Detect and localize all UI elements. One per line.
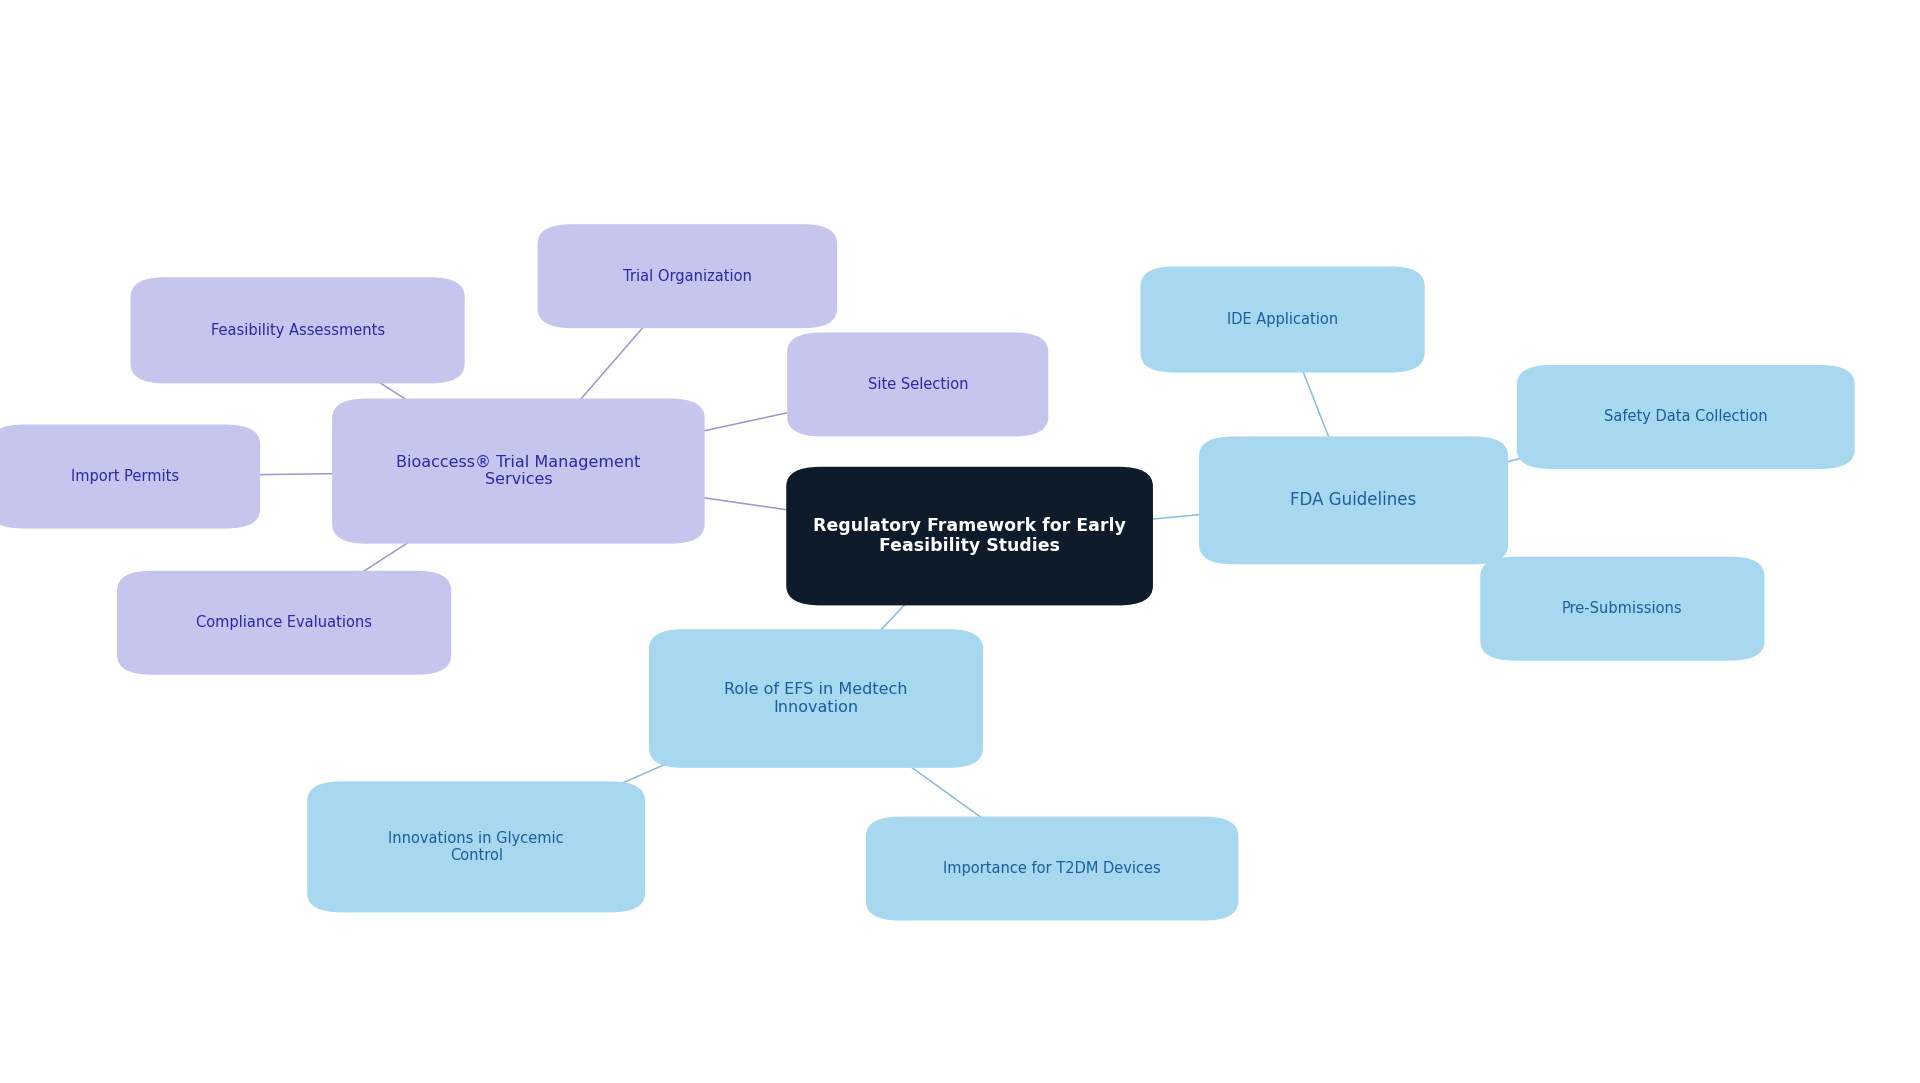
Text: Trial Organization: Trial Organization (622, 269, 753, 284)
Text: Safety Data Collection: Safety Data Collection (1603, 409, 1768, 425)
FancyBboxPatch shape (787, 332, 1048, 436)
Text: Import Permits: Import Permits (71, 469, 179, 484)
Text: Compliance Evaluations: Compliance Evaluations (196, 615, 372, 630)
Text: IDE Application: IDE Application (1227, 312, 1338, 327)
FancyBboxPatch shape (866, 817, 1238, 921)
FancyBboxPatch shape (1480, 557, 1764, 661)
Text: Importance for T2DM Devices: Importance for T2DM Devices (943, 861, 1162, 876)
FancyBboxPatch shape (0, 425, 259, 529)
FancyBboxPatch shape (131, 277, 465, 383)
FancyBboxPatch shape (117, 571, 451, 675)
Text: Bioaccess® Trial Management
Services: Bioaccess® Trial Management Services (396, 455, 641, 487)
Text: Role of EFS in Medtech
Innovation: Role of EFS in Medtech Innovation (724, 682, 908, 715)
Text: Pre-Submissions: Pre-Submissions (1563, 601, 1682, 616)
FancyBboxPatch shape (332, 399, 705, 544)
Text: Feasibility Assessments: Feasibility Assessments (211, 323, 384, 338)
FancyBboxPatch shape (1140, 266, 1425, 373)
FancyBboxPatch shape (307, 782, 645, 912)
Text: Site Selection: Site Selection (868, 377, 968, 392)
FancyBboxPatch shape (787, 467, 1152, 605)
FancyBboxPatch shape (1198, 436, 1507, 564)
FancyBboxPatch shape (538, 224, 837, 328)
Text: Innovations in Glycemic
Control: Innovations in Glycemic Control (388, 831, 564, 863)
Text: FDA Guidelines: FDA Guidelines (1290, 492, 1417, 509)
Text: Regulatory Framework for Early
Feasibility Studies: Regulatory Framework for Early Feasibili… (814, 517, 1125, 556)
FancyBboxPatch shape (649, 629, 983, 768)
FancyBboxPatch shape (1517, 365, 1855, 469)
